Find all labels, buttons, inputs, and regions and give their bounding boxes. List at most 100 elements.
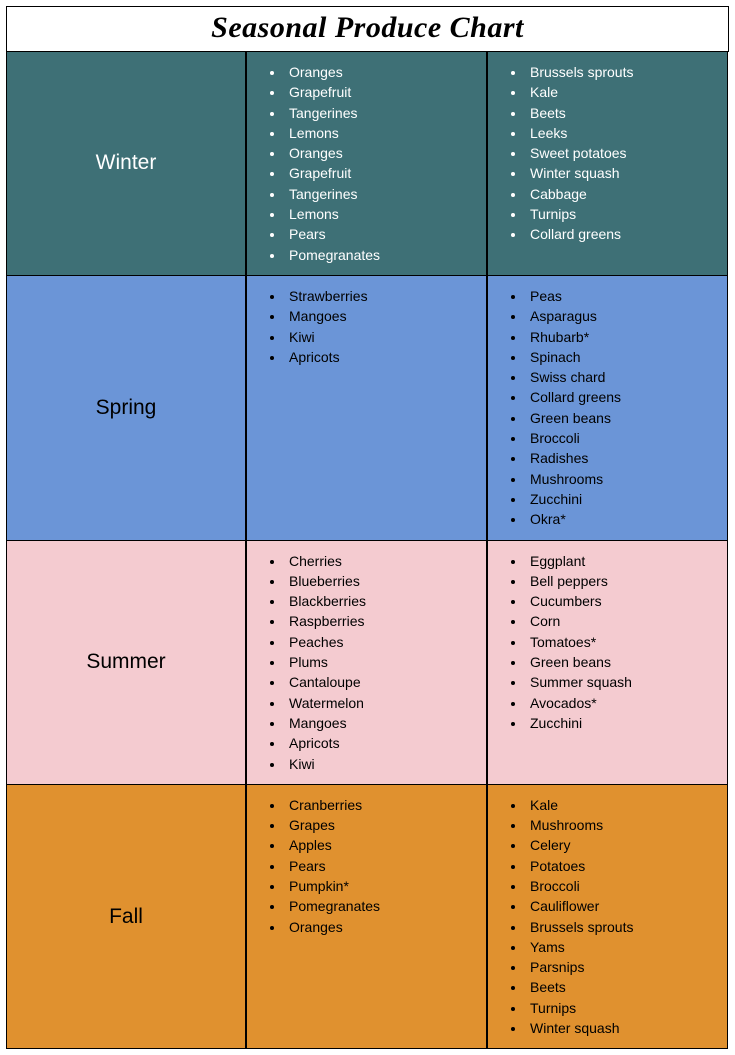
produce-item: Avocados*	[526, 693, 719, 713]
produce-item: Broccoli	[526, 428, 719, 448]
produce-item: Lemons	[285, 123, 478, 143]
produce-item: Turnips	[526, 204, 719, 224]
season-name-cell: Summer	[6, 541, 246, 785]
produce-item: Green beans	[526, 408, 719, 428]
produce-item: Oranges	[285, 143, 478, 163]
produce-item: Peas	[526, 286, 719, 306]
produce-list: PeasAsparagusRhubarb*SpinachSwiss chardC…	[496, 286, 719, 530]
season-row: Fall CranberriesGrapesApplesPearsPumpkin*…	[6, 785, 729, 1050]
produce-item: Cantaloupe	[285, 672, 478, 692]
chart-wrapper: Seasonal Produce Chart WinterOrangesGrap…	[0, 0, 735, 1055]
produce-item: Blueberries	[285, 571, 478, 591]
produce-list-col1: CranberriesGrapesApplesPearsPumpkin*Pome…	[246, 785, 487, 1050]
produce-item: Apricots	[285, 733, 478, 753]
produce-item: Turnips	[526, 998, 719, 1018]
season-name-cell: Spring	[6, 276, 246, 541]
produce-list: OrangesGrapefruitTangerinesLemonsOranges…	[255, 62, 478, 265]
produce-item: Tangerines	[285, 103, 478, 123]
produce-list-col1: StrawberriesMangoesKiwiApricots	[246, 276, 487, 541]
season-row: Summer CherriesBlueberriesBlackberriesRas…	[6, 541, 729, 785]
produce-item: Pomegranates	[285, 896, 478, 916]
produce-item: Plums	[285, 652, 478, 672]
produce-item: Radishes	[526, 448, 719, 468]
season-rows: WinterOrangesGrapefruitTangerinesLemonsO…	[6, 52, 729, 1049]
produce-item: Green beans	[526, 652, 719, 672]
produce-list-col1: OrangesGrapefruitTangerinesLemonsOranges…	[246, 52, 487, 276]
produce-item: Tomatoes*	[526, 632, 719, 652]
produce-item: Cabbage	[526, 184, 719, 204]
season-name: Spring	[96, 396, 157, 420]
produce-item: Asparagus	[526, 306, 719, 326]
produce-list-col2: Brussels sproutsKaleBeetsLeeksSweet pota…	[487, 52, 728, 276]
season-row: SpringStrawberriesMangoesKiwiApricotsPea…	[6, 276, 729, 541]
produce-item: Raspberries	[285, 611, 478, 631]
produce-item: Pears	[285, 224, 478, 244]
produce-item: Strawberries	[285, 286, 478, 306]
produce-item: Mangoes	[285, 713, 478, 733]
produce-item: Pears	[285, 856, 478, 876]
chart-title: Seasonal Produce Chart	[7, 11, 728, 45]
produce-item: Collard greens	[526, 224, 719, 244]
produce-item: Watermelon	[285, 693, 478, 713]
produce-item: Bell peppers	[526, 571, 719, 591]
produce-item: Beets	[526, 977, 719, 997]
produce-list: CranberriesGrapesApplesPearsPumpkin*Pome…	[255, 795, 478, 937]
produce-item: Apricots	[285, 347, 478, 367]
produce-list: KaleMushroomsCeleryPotatoesBroccoliCauli…	[496, 795, 719, 1039]
season-name-cell: Fall	[6, 785, 246, 1050]
produce-item: Zucchini	[526, 713, 719, 733]
produce-item: Eggplant	[526, 551, 719, 571]
produce-list-col2: KaleMushroomsCeleryPotatoesBroccoliCauli…	[487, 785, 728, 1050]
produce-item: Lemons	[285, 204, 478, 224]
produce-item: Pomegranates	[285, 245, 478, 265]
produce-item: Mangoes	[285, 306, 478, 326]
produce-item: Kiwi	[285, 754, 478, 774]
produce-item: Parsnips	[526, 957, 719, 977]
produce-item: Swiss chard	[526, 367, 719, 387]
produce-list: StrawberriesMangoesKiwiApricots	[255, 286, 478, 367]
produce-item: Kiwi	[285, 327, 478, 347]
produce-item: Grapefruit	[285, 163, 478, 183]
season-row: WinterOrangesGrapefruitTangerinesLemonsO…	[6, 52, 729, 276]
produce-item: Rhubarb*	[526, 327, 719, 347]
produce-item: Kale	[526, 82, 719, 102]
produce-item: Cucumbers	[526, 591, 719, 611]
produce-item: Apples	[285, 835, 478, 855]
season-name: Summer	[86, 650, 165, 674]
produce-list: EggplantBell peppersCucumbersCornTomatoe…	[496, 551, 719, 734]
produce-item: Pumpkin*	[285, 876, 478, 896]
produce-item: Brussels sprouts	[526, 62, 719, 82]
produce-item: Oranges	[285, 62, 478, 82]
season-name: Fall	[109, 905, 143, 929]
title-bar: Seasonal Produce Chart	[6, 6, 729, 52]
produce-item: Mushrooms	[526, 815, 719, 835]
produce-item: Yams	[526, 937, 719, 957]
produce-item: Corn	[526, 611, 719, 631]
produce-list-col2: EggplantBell peppersCucumbersCornTomatoe…	[487, 541, 728, 785]
produce-list: CherriesBlueberriesBlackberriesRaspberri…	[255, 551, 478, 774]
produce-item: Sweet potatoes	[526, 143, 719, 163]
produce-item: Cherries	[285, 551, 478, 571]
produce-item: Cranberries	[285, 795, 478, 815]
produce-item: Beets	[526, 103, 719, 123]
produce-item: Summer squash	[526, 672, 719, 692]
produce-item: Kale	[526, 795, 719, 815]
produce-item: Blackberries	[285, 591, 478, 611]
produce-item: Peaches	[285, 632, 478, 652]
produce-list-col2: PeasAsparagusRhubarb*SpinachSwiss chardC…	[487, 276, 728, 541]
produce-item: Winter squash	[526, 163, 719, 183]
season-name: Winter	[96, 151, 157, 175]
produce-item: Tangerines	[285, 184, 478, 204]
produce-item: Grapefruit	[285, 82, 478, 102]
season-name-cell: Winter	[6, 52, 246, 276]
produce-item: Oranges	[285, 917, 478, 937]
produce-item: Winter squash	[526, 1018, 719, 1038]
produce-item: Brussels sprouts	[526, 917, 719, 937]
produce-item: Zucchini	[526, 489, 719, 509]
produce-item: Potatoes	[526, 856, 719, 876]
produce-item: Spinach	[526, 347, 719, 367]
produce-item: Okra*	[526, 509, 719, 529]
produce-item: Leeks	[526, 123, 719, 143]
produce-list: Brussels sproutsKaleBeetsLeeksSweet pota…	[496, 62, 719, 245]
produce-item: Broccoli	[526, 876, 719, 896]
